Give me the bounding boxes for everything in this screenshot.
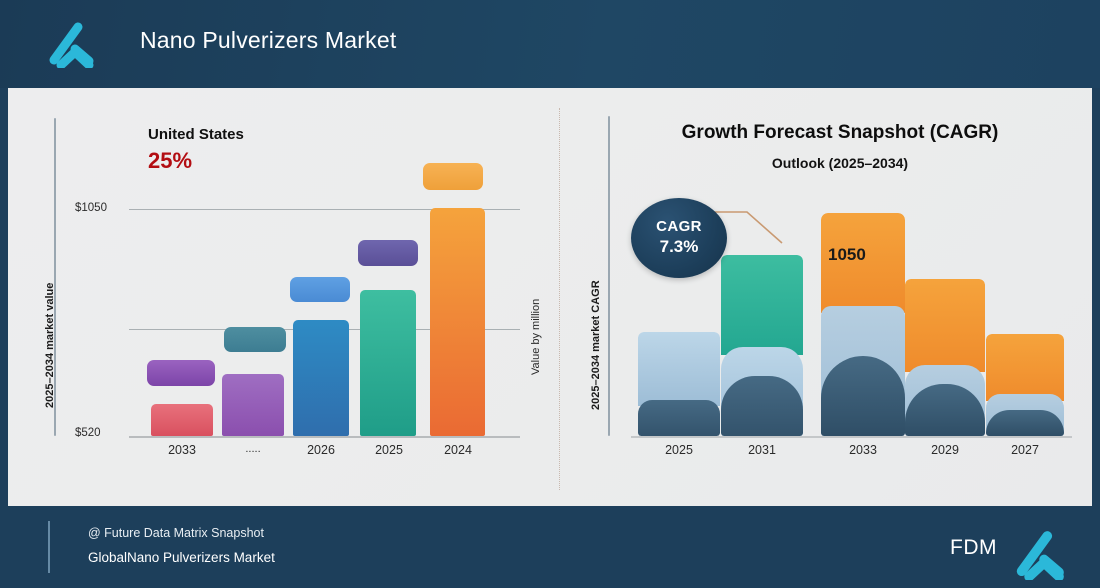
segment-top-2031 (721, 255, 803, 355)
right-chart-title: Growth Forecast Snapshot (CAGR) (681, 122, 999, 143)
segment-top-2029 (905, 279, 985, 372)
bar-cap-2025 (358, 240, 418, 266)
right-chart-y-axis-label: 2025–2034 market CAGR (590, 280, 602, 410)
left-chart-y-axis-label: 2025–2034 market value (44, 282, 56, 408)
left-chart-ytick-520: $520 (75, 427, 101, 439)
fdm-chevron-logo-icon (45, 16, 103, 70)
right-chart-xtick-0: 2025 (665, 443, 693, 457)
bar-2033 (151, 404, 213, 436)
stacked-bar-2031 (721, 255, 803, 436)
right-chart-xtick-2: 2033 (849, 443, 877, 457)
right-chart-y-axis (608, 116, 610, 436)
bar-2024 (430, 208, 485, 436)
segment-mid-2025 (638, 332, 720, 406)
fdm-chevron-logo-icon (1012, 524, 1074, 582)
chart-divider (559, 108, 560, 490)
segment-base-2031 (721, 376, 803, 436)
stacked-bar-2029 (905, 279, 985, 436)
left-chart-ytick-1050: $1050 (75, 202, 107, 214)
right-chart-subtitle: Outlook (2025–2034) (771, 155, 909, 171)
left-chart-xtick-3: 2025 (375, 443, 403, 457)
left-chart-gridline-top (129, 209, 520, 210)
bar-cap-2033 (147, 360, 215, 386)
cagr-callout-bubble[interactable]: CAGR 7.3% (631, 198, 727, 278)
bar-cap-2024 (423, 163, 483, 190)
segment-base-2029 (905, 384, 985, 436)
footer-accent-rule (48, 521, 50, 573)
stacked-bar-2027 (986, 334, 1064, 436)
left-chart-region-value: 25% (148, 148, 193, 173)
segment-base-2033 (821, 356, 905, 436)
stacked-bar-2025 (638, 332, 720, 436)
stacked-bar-2033 (821, 213, 905, 436)
left-chart-xtick-1: ..... (245, 443, 261, 455)
segment-top-2033 (821, 213, 905, 313)
left-chart-secondary-axis-label: Value by million (530, 298, 542, 375)
footer-source-line: @ Future Data Matrix Snapshot (88, 526, 264, 540)
bar-dots (222, 374, 284, 436)
bar-2026 (293, 320, 349, 436)
left-chart-xtick-4: 2024 (444, 443, 472, 457)
segment-base-2025 (638, 400, 720, 436)
page-title: Nano Pulverizers Market (140, 27, 397, 53)
left-chart-xtick-0: 2033 (168, 443, 196, 457)
left-chart-xtick-2: 2026 (307, 443, 335, 457)
right-chart-x-axis (631, 436, 1072, 438)
footer-bar (0, 506, 1100, 588)
right-chart-xtick-4: 2027 (1011, 443, 1039, 457)
segment-base-2027 (986, 410, 1064, 436)
right-chart-xtick-3: 2029 (931, 443, 959, 457)
footer-report-line: GlobalNano Pulverizers Market (88, 550, 275, 565)
right-chart-data-label-1050: 1050 (828, 245, 866, 264)
right-chart-xtick-1: 2031 (748, 443, 776, 457)
segment-top-2027 (986, 334, 1064, 401)
left-chart-y-axis (54, 118, 56, 436)
footer-brand-text: FDM (950, 536, 997, 559)
left-chart-x-axis (129, 436, 520, 438)
header-bar: Nano Pulverizers Market (0, 0, 1100, 88)
bar-cap-dots (224, 327, 286, 352)
bar-2025 (360, 290, 416, 436)
cagr-callout-label: CAGR (656, 218, 702, 235)
left-chart-region-label: United States (148, 126, 244, 143)
cagr-callout-value: 7.3% (659, 237, 699, 256)
bar-cap-2026 (290, 277, 350, 302)
